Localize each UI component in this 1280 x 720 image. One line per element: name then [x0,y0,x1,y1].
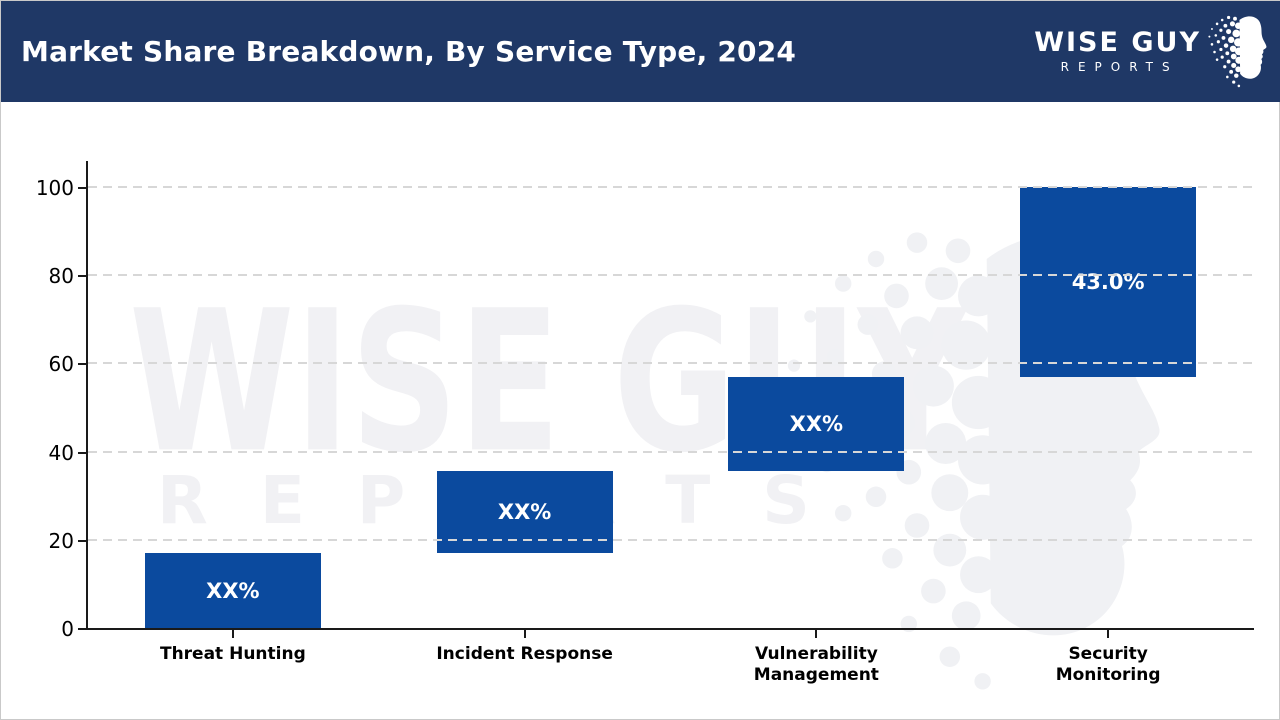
bar-value-label: XX% [206,578,260,603]
y-tick [78,539,86,542]
header-bar: Market Share Breakdown, By Service Type,… [1,1,1280,102]
y-tick [78,275,86,278]
y-tick-label: 40 [48,440,74,465]
wiseguy-logo: WISE GUY REPORTS [1034,11,1267,93]
y-tick-label: 80 [48,264,74,289]
x-category-label: Incident Response [436,644,613,664]
chart-area: WISE GUY REPORTS XX%XX%XX%43.0%020406080… [1,102,1279,719]
gridline [88,274,1254,277]
x-tick [815,630,818,638]
y-tick [78,187,86,189]
y-tick-label: 100 [35,176,74,200]
x-axis-line [85,628,1254,630]
logo-wordmark-main: WISE GUY [1034,27,1201,58]
bar-segment: XX% [144,553,321,628]
gridline [88,450,1254,453]
gridline [88,538,1254,541]
x-tick [1107,630,1110,638]
logo-wordmark-sub: REPORTS [1060,60,1179,74]
x-category-label: Vulnerability Management [753,644,879,686]
bar-value-label: XX% [497,500,552,525]
y-tick [78,628,86,630]
y-tick [78,451,86,454]
y-axis-line [86,161,88,630]
page-title: Market Share Breakdown, By Service Type,… [21,35,797,68]
y-tick [78,363,86,366]
gridline [88,362,1254,365]
wiseguy-face-icon [1208,15,1267,87]
gridline [88,186,1254,188]
y-tick-label: 0 [61,617,74,641]
y-tick-label: 20 [48,528,74,553]
bar-segment: XX% [728,376,905,472]
x-category-label: Threat Hunting [159,644,306,664]
logo-wordmark: WISE GUY REPORTS [1034,29,1201,74]
bar-value-label: XX% [789,412,844,437]
x-tick [231,630,234,638]
x-tick [523,630,526,638]
x-category-label: Security Monitoring [1055,644,1161,686]
y-tick-label: 60 [48,352,74,377]
bar-segment: 43.0% [1020,187,1197,377]
